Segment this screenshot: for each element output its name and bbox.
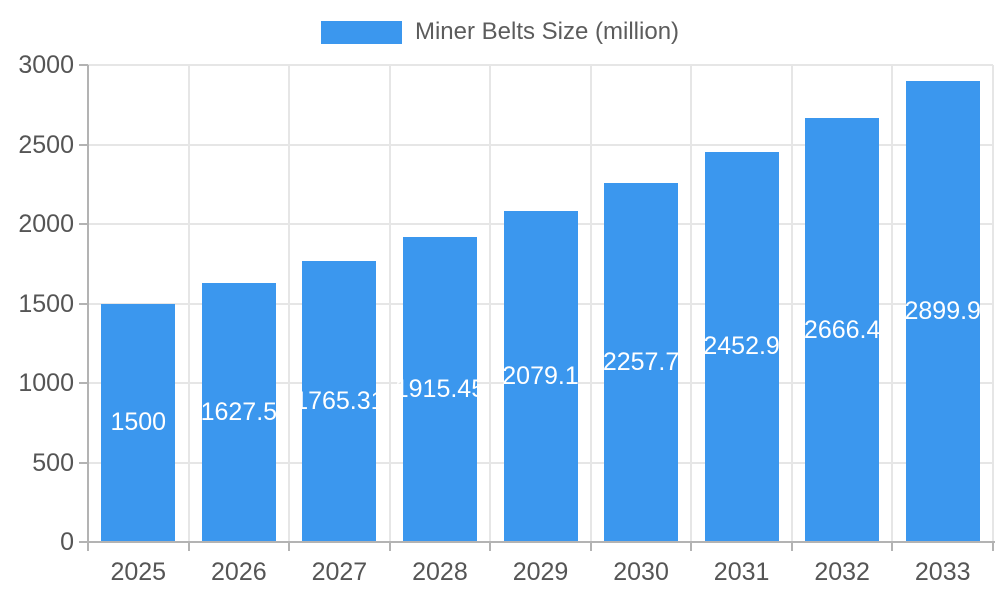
y-tick: [79, 143, 88, 146]
y-tick: [79, 302, 88, 305]
x-tick: [589, 542, 592, 551]
y-axis-line: [87, 65, 89, 542]
y-tick: [79, 223, 88, 225]
bar[interactable]: 1915.45: [395, 237, 485, 542]
y-tick-label: 0: [60, 528, 74, 556]
bar[interactable]: 1627.5: [200, 283, 278, 542]
x-tick: [489, 542, 492, 551]
y-tick: [79, 64, 88, 66]
x-tick: [187, 542, 190, 551]
bar[interactable]: 2666.4: [803, 118, 881, 542]
x-gridline: [690, 65, 693, 542]
y-tick-label: 500: [32, 448, 74, 477]
x-tick-label: 2033: [914, 558, 971, 586]
bar-value-label: 2666.4: [803, 315, 881, 344]
x-tick: [790, 542, 793, 551]
x-gridline: [589, 65, 592, 542]
bar-value-label: 2452.9: [703, 332, 780, 361]
x-tick: [992, 542, 994, 551]
bar-value-label: 2899.9: [904, 296, 981, 325]
x-gridline: [992, 65, 994, 542]
bar-value-label: 1500: [110, 408, 167, 437]
x-tick: [690, 542, 693, 551]
legend[interactable]: Miner Belts Size (million): [0, 17, 1000, 47]
x-gridline: [388, 65, 391, 542]
y-gridline: [88, 64, 993, 66]
x-gridline: [790, 65, 793, 542]
y-tick-label: 3000: [18, 51, 74, 79]
x-tick-label: 2028: [412, 558, 468, 586]
bar[interactable]: 1500: [101, 303, 176, 542]
y-tick-label: 2000: [18, 210, 74, 238]
x-tick: [891, 542, 894, 551]
x-tick: [288, 542, 291, 551]
bar-value-label: 2257.7: [602, 348, 680, 376]
bar-value-label: 1915.45: [394, 375, 486, 404]
legend-label: Miner Belts Size (million): [414, 18, 680, 45]
bar[interactable]: 2079.1: [502, 211, 579, 542]
bar[interactable]: 2257.7: [602, 183, 680, 542]
bar[interactable]: 1765.31: [294, 261, 385, 542]
y-tick-label: 2500: [18, 130, 74, 159]
bar[interactable]: 2899.9: [904, 80, 981, 542]
y-gridline: [88, 143, 993, 146]
x-tick-label: 2030: [613, 558, 669, 586]
bar-value-label: 1627.5: [200, 398, 278, 427]
bar[interactable]: 2452.9: [703, 151, 780, 542]
x-tick-label: 2029: [512, 558, 569, 586]
x-gridline: [187, 65, 190, 542]
x-tick-label: 2032: [814, 558, 870, 586]
y-tick-label: 1500: [18, 289, 74, 318]
x-tick-label: 2027: [311, 558, 368, 586]
x-gridline: [288, 65, 291, 542]
x-tick: [388, 542, 391, 551]
y-tick-label: 1000: [18, 369, 74, 397]
y-tick: [79, 461, 88, 464]
bar-value-label: 1765.31: [294, 387, 385, 416]
x-tick-label: 2025: [110, 558, 167, 586]
bar-value-label: 2079.1: [502, 362, 579, 391]
x-gridline: [489, 65, 492, 542]
x-tick-label: 2026: [211, 558, 267, 586]
x-axis-line: [79, 541, 995, 543]
x-tick-label: 2031: [713, 558, 770, 586]
legend-swatch: [320, 20, 402, 44]
x-tick: [87, 542, 89, 551]
y-tick: [79, 541, 88, 543]
y-tick: [79, 382, 88, 384]
x-gridline: [891, 65, 894, 542]
